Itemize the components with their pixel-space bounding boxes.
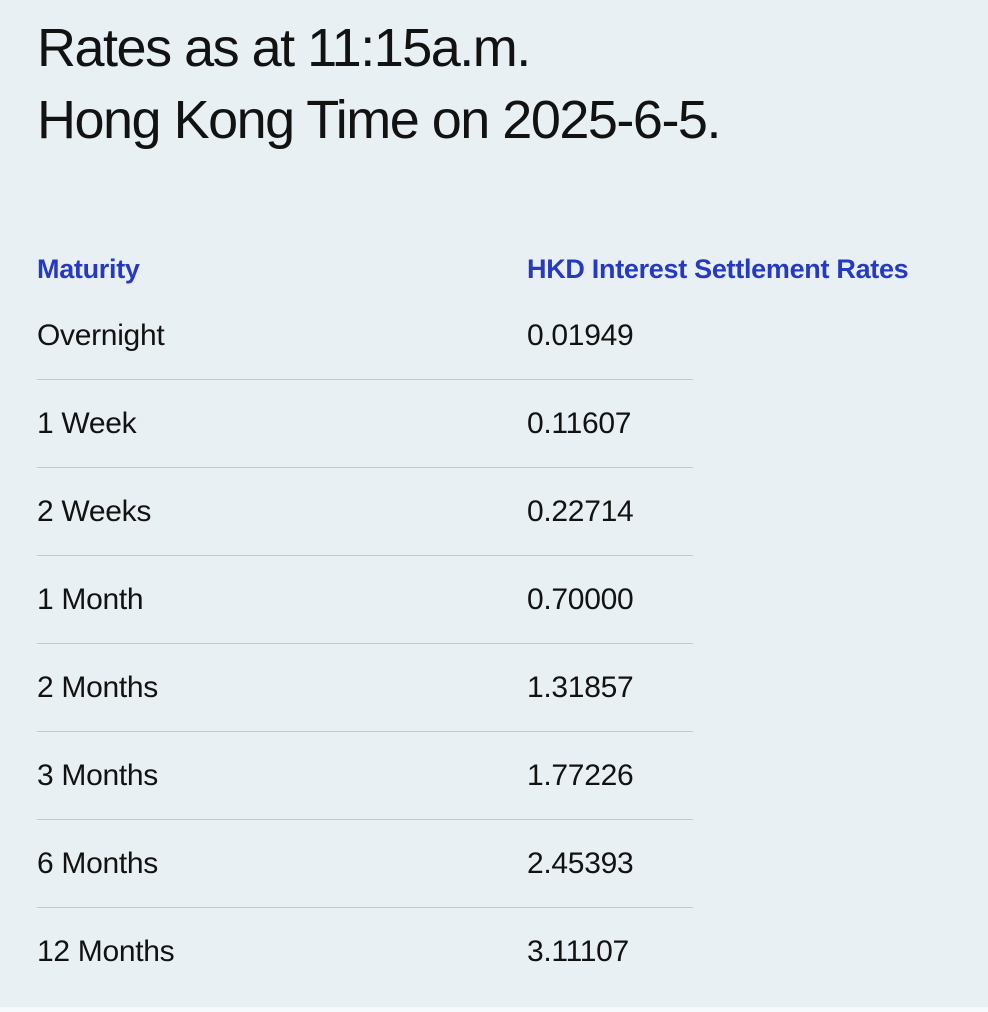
page-title: Rates as at 11:15a.m. Hong Kong Time on …: [37, 12, 988, 156]
maturity-label: 1 Month: [37, 583, 144, 616]
rates-table: Maturity HKD Interest Settlement Rates O…: [37, 246, 968, 996]
maturity-label: 1 Week: [37, 407, 137, 440]
table-row: 6 Months 2.45393: [37, 820, 968, 908]
page-title-line1: Rates as at 11:15a.m.: [37, 18, 531, 78]
table-row: 1 Month 0.70000: [37, 556, 968, 644]
table-row: 2 Weeks 0.22714: [37, 468, 968, 556]
table-row: 2 Months 1.31857: [37, 644, 968, 732]
rate-value: 0.70000: [527, 583, 634, 616]
table-row: 12 Months 3.11107: [37, 908, 968, 996]
bottom-edge: [0, 1007, 988, 1012]
rate-value: 2.45393: [527, 847, 634, 880]
maturity-label: 2 Months: [37, 671, 158, 704]
rate-value: 1.31857: [527, 671, 634, 704]
table-header-row: Maturity HKD Interest Settlement Rates: [37, 246, 968, 292]
rate-value: 0.01949: [527, 319, 634, 352]
rate-value: 0.11607: [527, 407, 632, 440]
rate-value: 3.11107: [527, 935, 629, 968]
maturity-label: Overnight: [37, 319, 165, 352]
table-row: Overnight 0.01949: [37, 292, 968, 380]
table-row: 1 Week 0.11607: [37, 380, 968, 468]
column-header-rates: HKD Interest Settlement Rates: [527, 253, 909, 284]
maturity-label: 2 Weeks: [37, 495, 152, 528]
rate-value: 0.22714: [527, 495, 634, 528]
table-row: 3 Months 1.77226: [37, 732, 968, 820]
maturity-label: 12 Months: [37, 935, 175, 968]
rate-value: 1.77226: [527, 759, 634, 792]
page-title-line2: Hong Kong Time on 2025-6-5.: [37, 90, 721, 150]
maturity-label: 3 Months: [37, 759, 158, 792]
column-header-maturity: Maturity: [37, 253, 140, 284]
maturity-label: 6 Months: [37, 847, 158, 880]
